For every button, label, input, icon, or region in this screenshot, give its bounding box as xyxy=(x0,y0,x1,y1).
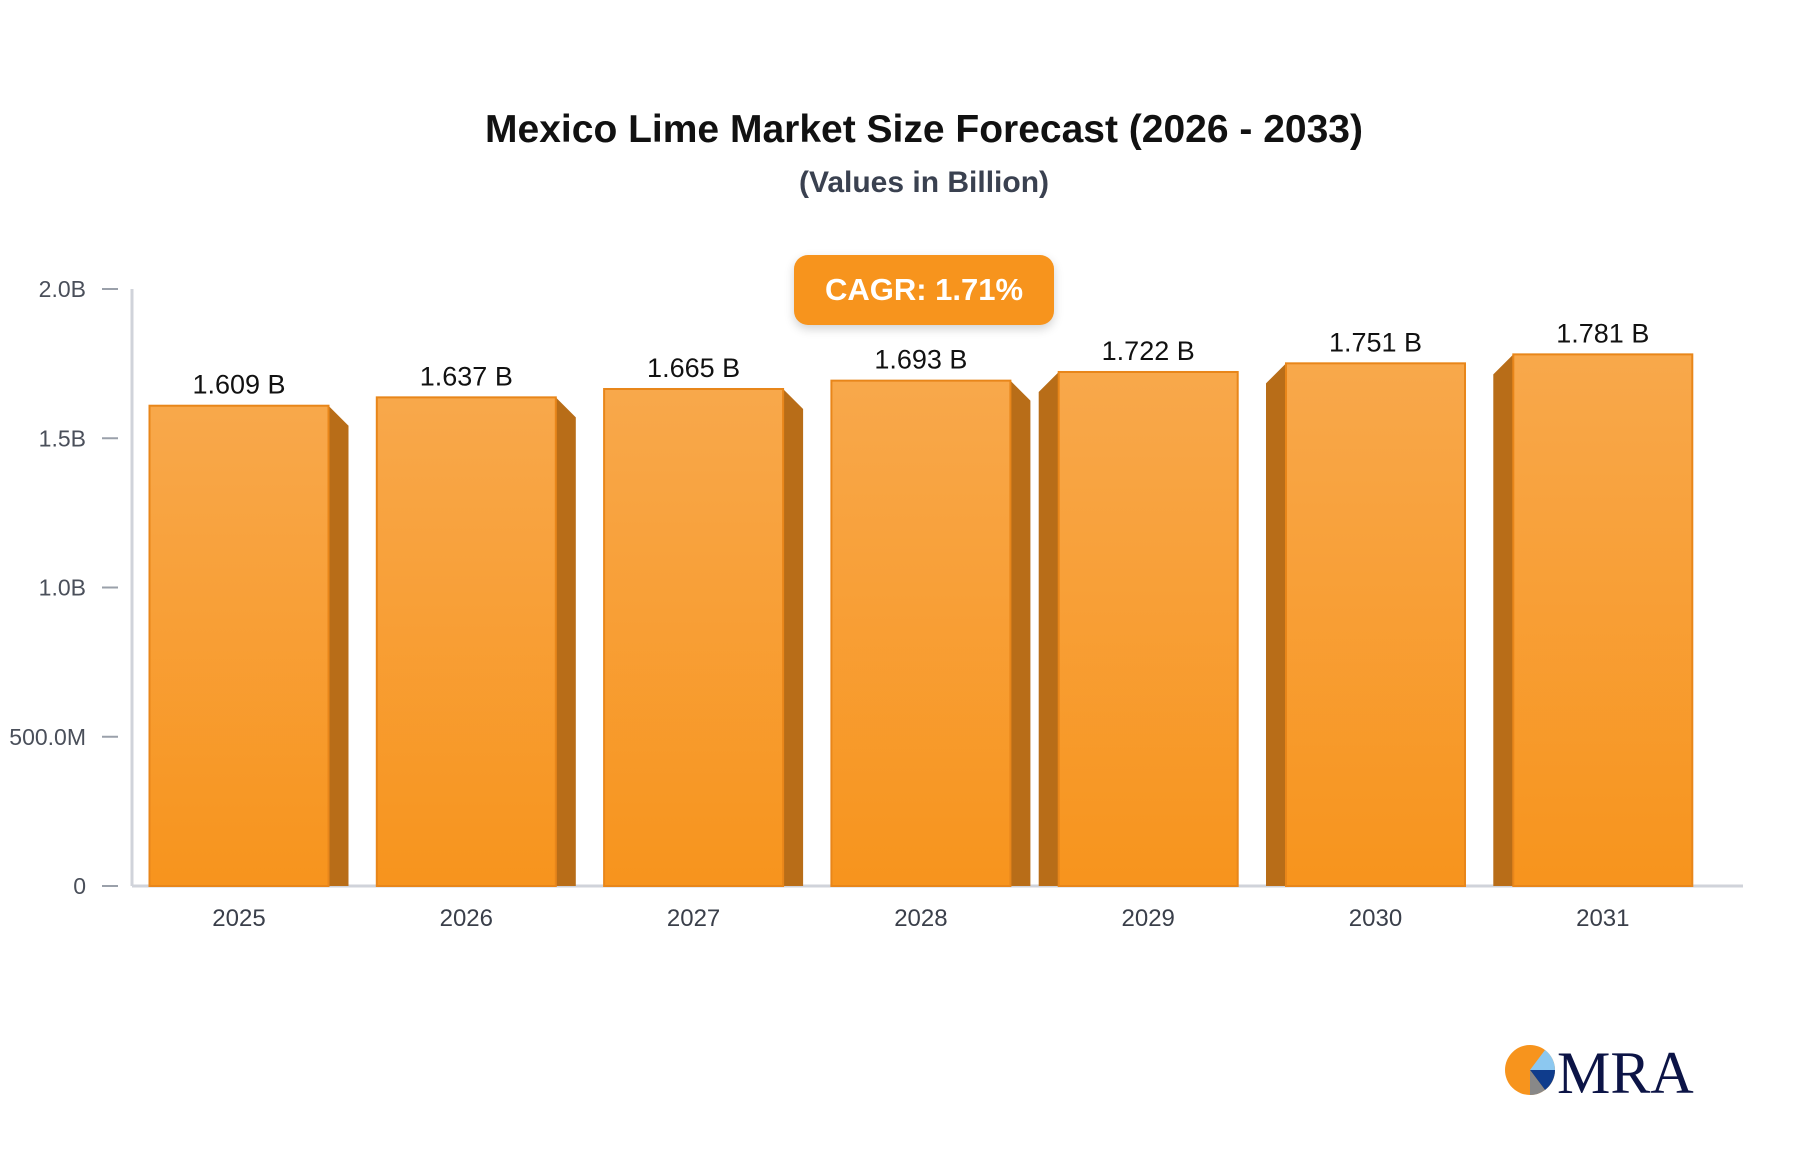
data-label: 1.637 B xyxy=(420,361,513,391)
data-label: 1.722 B xyxy=(1102,336,1195,366)
bar-side xyxy=(1038,371,1059,886)
bar xyxy=(375,396,557,887)
bar xyxy=(1057,370,1239,888)
chart-subtitle: (Values in Billion) xyxy=(798,166,1050,199)
mra-logo: MRA xyxy=(1505,1040,1694,1100)
bar-side xyxy=(1493,354,1514,887)
data-label: 1.609 B xyxy=(192,370,285,400)
chart-title: Mexico Lime Market Size Forecast (2026 -… xyxy=(485,108,1363,151)
data-label: 1.751 B xyxy=(1329,327,1422,357)
x-tick-label: 2029 xyxy=(1122,905,1175,932)
bar xyxy=(1512,353,1694,887)
data-label: 1.665 B xyxy=(647,353,740,383)
bar-side xyxy=(783,388,804,886)
y-tick-label: 0 xyxy=(73,873,86,899)
y-tick-label: 500.0M xyxy=(9,724,86,750)
bar-side xyxy=(1266,363,1286,886)
bar xyxy=(1285,362,1466,888)
x-tick-label: 2026 xyxy=(440,905,493,932)
x-tick-label: 2031 xyxy=(1576,905,1629,932)
x-tick-label: 2028 xyxy=(894,905,947,932)
svg-text:MRA: MRA xyxy=(1557,1040,1694,1100)
bar-side xyxy=(328,405,349,886)
x-tick-label: 2025 xyxy=(212,905,265,932)
data-label: 1.693 B xyxy=(874,345,967,375)
x-tick-label: 2030 xyxy=(1349,905,1402,932)
bar xyxy=(603,387,785,887)
bar-side xyxy=(1010,380,1031,886)
y-tick-label: 1.5B xyxy=(39,425,86,451)
data-label: 1.781 B xyxy=(1556,318,1649,348)
x-tick-label: 2027 xyxy=(667,905,720,932)
y-tick-label: 2.0B xyxy=(39,276,86,302)
cagr-badge: CAGR: 1.71% xyxy=(794,255,1054,325)
bar-side xyxy=(555,397,576,886)
bar xyxy=(148,404,330,887)
bar xyxy=(830,379,1012,887)
y-tick-label: 1.0B xyxy=(39,575,86,601)
